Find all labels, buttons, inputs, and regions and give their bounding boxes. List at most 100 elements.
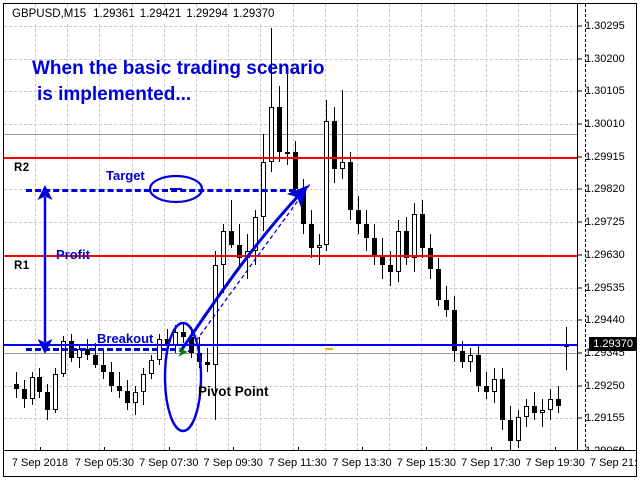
- candle-wick: [534, 392, 535, 420]
- candle-wick: [287, 65, 288, 166]
- gridline-vertical: [518, 4, 519, 451]
- price-tick-label: 1.29440: [585, 314, 625, 327]
- symbol-label: GBPUSD,M15: [12, 8, 87, 20]
- quote-close: 1.29370: [232, 8, 275, 20]
- candle-body: [516, 416, 521, 441]
- time-tick-mark: [104, 447, 106, 451]
- price-tick-label: 1.29915: [585, 150, 625, 163]
- price-tick-mark: [578, 287, 582, 289]
- time-tick-mark: [233, 447, 235, 451]
- price-tick-mark: [578, 221, 582, 223]
- gridline-horizontal: [4, 124, 578, 126]
- candle-body: [37, 377, 42, 393]
- price-tick-mark: [578, 352, 582, 354]
- time-tick-mark: [362, 447, 363, 451]
- candle-body: [61, 340, 66, 374]
- time-tick-label: 7 Sep 07:30: [139, 457, 199, 469]
- gridline-vertical: [453, 4, 455, 451]
- candle-body: [476, 354, 481, 386]
- quote-low: 1.29294: [186, 8, 228, 20]
- candle-body: [532, 406, 537, 414]
- price-tick-mark: [578, 90, 582, 92]
- price-tick-label: 1.30105: [585, 85, 625, 98]
- candle-body: [149, 359, 154, 374]
- candle-body: [340, 161, 345, 169]
- candle-body: [396, 230, 401, 273]
- candle-body: [109, 371, 114, 386]
- profit-label: Profit: [56, 247, 90, 262]
- quote-open: 1.29361: [93, 8, 135, 20]
- candle-body: [460, 351, 465, 362]
- gridline-vertical: [163, 4, 165, 451]
- time-tick-label: 7 Sep 15:30: [396, 457, 457, 469]
- candle-body: [452, 309, 457, 352]
- candle-body: [229, 230, 234, 245]
- price-tick-label: 1.29250: [585, 379, 625, 392]
- candle-body: [22, 389, 27, 400]
- candle-body: [101, 364, 106, 372]
- price-tick-mark: [578, 123, 582, 125]
- price-tick-mark: [578, 58, 582, 60]
- quote-header: GBPUSD,M15 1.29361 1.29421 1.29294 1.29370: [12, 8, 283, 22]
- candle-wick: [558, 385, 559, 414]
- gridline-horizontal: [4, 26, 578, 27]
- candle-wick: [271, 27, 272, 173]
- candle-wick: [342, 89, 343, 180]
- price-axis-divider: [585, 4, 586, 476]
- breakout-label: Breakout: [97, 331, 154, 346]
- candle-wick: [319, 234, 320, 266]
- time-axis[interactable]: 7 Sep 2018 7 Sep 05:30 7 Sep 07:30 7 Sep 09…: [4, 447, 636, 476]
- time-tick-label: 7 Sep 13:30: [332, 457, 392, 469]
- gridline-horizontal: [4, 287, 578, 289]
- candle-body: [45, 392, 50, 410]
- candle-body: [388, 265, 393, 273]
- gridline-horizontal: [4, 222, 578, 224]
- price-tick-mark: [578, 25, 582, 27]
- candle-body: [277, 106, 282, 152]
- gridline-vertical: [99, 4, 101, 451]
- target-label: Target: [106, 168, 145, 183]
- gridline-horizontal: [4, 385, 578, 387]
- candle-body: [301, 189, 306, 224]
- gridline-vertical: [550, 4, 552, 451]
- candle-wick: [486, 371, 487, 400]
- time-tick-mark: [168, 447, 170, 451]
- time-tick-mark: [490, 447, 492, 451]
- time-tick-label: 7 Sep 11:30: [268, 457, 327, 469]
- candle-body: [197, 352, 202, 362]
- time-tick-label: 7 Sep 2018: [11, 457, 69, 469]
- gridline-horizontal: [4, 320, 578, 322]
- yellow-marker-icon: [326, 348, 333, 350]
- candle-body: [213, 265, 218, 365]
- level-line-r1[interactable]: [4, 254, 578, 257]
- chart-frame: R2 R1 GBPUSD,M15 1.29361 1.29421 1.29294 1.29…: [3, 3, 637, 477]
- candle-body: [356, 210, 361, 224]
- gridline-vertical: [35, 4, 36, 451]
- price-tick-mark: [578, 254, 582, 256]
- candle-body: [364, 223, 369, 238]
- candle-body: [372, 237, 377, 255]
- price-tick-label: 1.29820: [585, 183, 625, 196]
- gridline-horizontal: [4, 58, 578, 60]
- candle-body: [285, 151, 290, 154]
- price-axis[interactable]: 1.30295 1.30200 1.30105 1.30010 1.29915 1.298…: [577, 4, 636, 476]
- level-label-r1: R1: [14, 259, 30, 272]
- breakout-dashed-line: [26, 348, 176, 351]
- candle-body: [324, 120, 329, 245]
- candle-body: [492, 378, 497, 393]
- quote-high: 1.29421: [139, 8, 182, 20]
- price-tick-mark: [578, 319, 582, 321]
- candle-wick: [103, 347, 104, 379]
- candle-body: [428, 247, 433, 269]
- candle-body: [540, 409, 545, 414]
- reference-line: [4, 352, 578, 354]
- price-tick-label: 1.30010: [585, 118, 625, 131]
- candle-body: [332, 120, 337, 169]
- current-price-tag: 1.29370: [589, 337, 636, 352]
- level-label-r2: R2: [14, 161, 30, 174]
- level-line-r2[interactable]: [4, 156, 578, 159]
- level-line-pp[interactable]: [4, 344, 578, 347]
- target-dashed-line: [26, 189, 304, 192]
- price-tick-label: 1.29535: [585, 281, 625, 294]
